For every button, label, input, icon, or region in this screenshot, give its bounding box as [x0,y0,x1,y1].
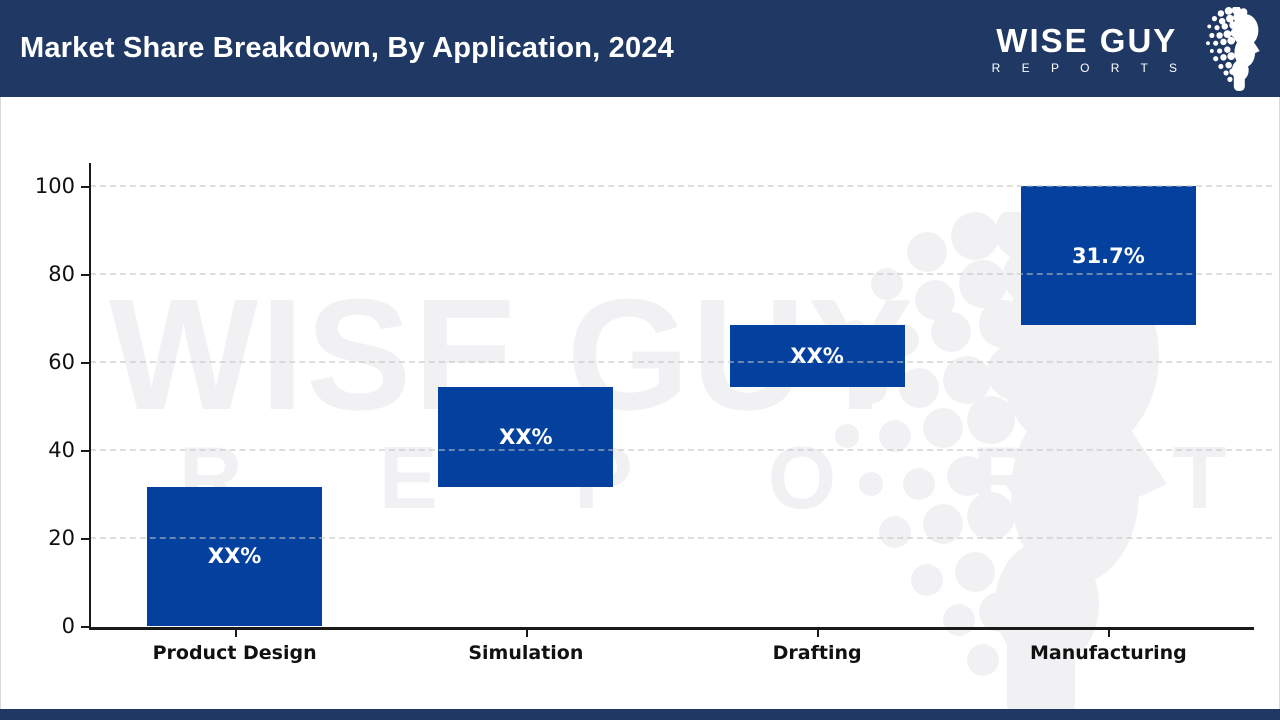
x-tick-mark [1108,630,1111,637]
chart-title: Market Share Breakdown, By Application, … [20,32,674,64]
gridline-40 [90,449,1272,451]
bar-manufacturing [1020,186,1196,326]
gridline-20 [90,537,1272,539]
y-tick-mark [81,362,89,364]
y-tick-label: 20 [48,526,75,550]
bar-product-design [147,486,323,626]
y-axis-line [89,163,91,629]
footer-bar [0,709,1280,720]
brand-name: WISE GUY [996,21,1178,59]
gridline-100 [90,185,1272,187]
y-tick-label: 60 [48,350,75,374]
y-tick-mark [81,626,89,628]
bar-simulation [438,386,614,487]
x-tick-label: Product Design [152,642,317,664]
x-tick-mark [817,630,820,637]
y-tick-mark [81,538,89,540]
gridline-80 [90,273,1272,275]
x-axis-line [89,627,1254,630]
bar-value-label: XX% [499,424,553,449]
gridline-60 [90,361,1272,363]
x-tick-label: Manufacturing [1030,642,1187,664]
x-tick-mark [525,630,528,637]
bar-value-label: XX% [207,544,262,569]
y-tick-mark [81,274,89,276]
header-bar: Market Share Breakdown, By Application, … [0,0,1280,97]
brand-logo-text: WISE GUY R E P O R T S [988,24,1186,74]
chart-area: WISE GUY R E P O R T S 020406080100XX%Pr… [0,97,1280,710]
x-tick-label: Simulation [468,642,584,664]
bar-value-label: XX% [790,344,844,369]
brand-logo: WISE GUY R E P O R T S [988,7,1264,91]
head-profile-dots-icon [1192,7,1264,91]
x-tick-mark [234,630,237,637]
y-tick-label: 40 [48,438,75,462]
y-tick-label: 80 [48,262,75,286]
x-tick-label: Drafting [772,642,862,664]
y-tick-label: 0 [61,614,75,638]
bar-drafting [729,325,905,387]
brand-subname: R E P O R T S [991,60,1186,75]
y-tick-label: 100 [34,174,75,198]
y-tick-mark [81,450,89,452]
bar-value-label: 31.7% [1071,243,1145,268]
y-tick-mark [81,186,89,188]
